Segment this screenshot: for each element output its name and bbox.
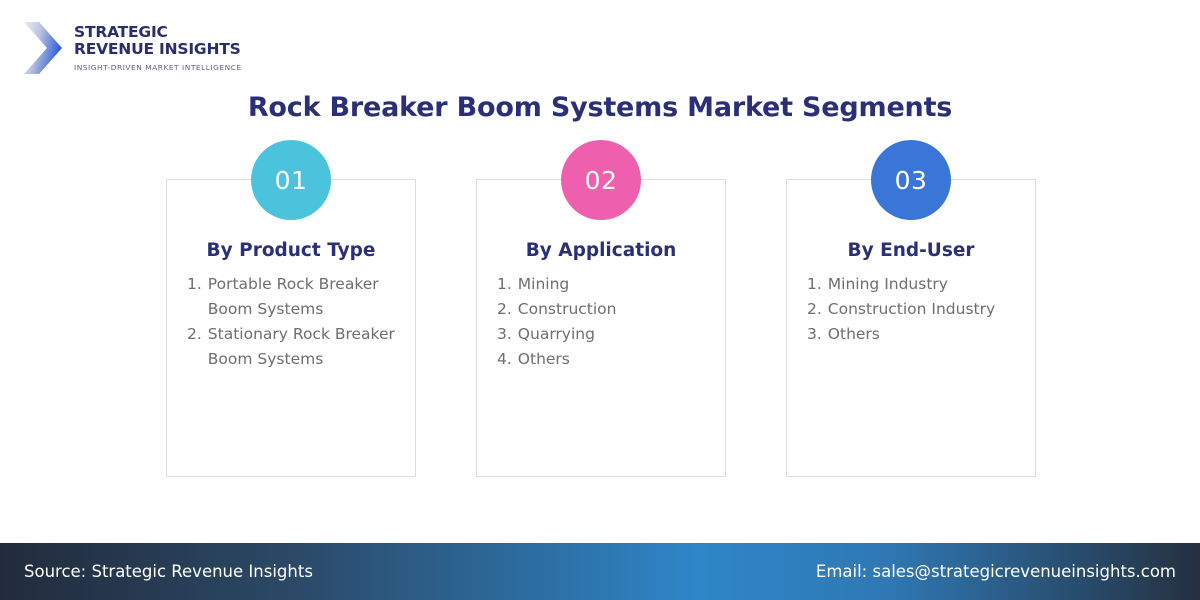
- segment-heading-1: By Product Type: [206, 240, 376, 261]
- list-item-label: Quarrying: [517, 325, 595, 343]
- segment-badge-2: 02: [561, 140, 641, 220]
- list-item-label: Others: [827, 325, 880, 343]
- list-item-label: Stationary Rock Breaker Boom Systems: [207, 325, 395, 368]
- list-item-label: Portable Rock Breaker Boom Systems: [207, 275, 379, 318]
- list-item-number: 1.: [807, 275, 822, 293]
- list-item-number: 3.: [497, 325, 512, 343]
- segment-cards: 01 By Product Type 1. Portable Rock Brea…: [166, 140, 1036, 477]
- list-item-number: 2.: [187, 325, 202, 343]
- footer-bar: Source: Strategic Revenue Insights Email…: [0, 543, 1200, 600]
- list-item: 1. Mining: [497, 272, 713, 297]
- list-item: 2. Construction Industry: [807, 297, 1023, 322]
- footer-source: Source: Strategic Revenue Insights: [24, 562, 313, 581]
- brand-tagline: INSIGHT-DRIVEN MARKET INTELLIGENCE: [74, 63, 242, 72]
- segment-heading-2: By Application: [525, 240, 677, 261]
- list-item: 1. Mining Industry: [807, 272, 1023, 297]
- list-item-number: 2.: [497, 300, 512, 318]
- list-item-number: 4.: [497, 350, 512, 368]
- segment-number-1: 01: [274, 165, 308, 195]
- list-item-label: Mining: [517, 275, 570, 293]
- list-item-label: Others: [517, 350, 570, 368]
- list-item-number: 1.: [187, 275, 202, 293]
- segment-number-2: 02: [584, 165, 618, 195]
- brand-wordmark: STRATEGIC REVENUE INSIGHTS INSIGHT-DRIVE…: [74, 24, 242, 72]
- list-item: 1. Portable Rock Breaker Boom Systems: [187, 272, 403, 322]
- list-item-label: Construction: [517, 300, 617, 318]
- segment-card-2: 02 By Application 1. Mining 2. Construct…: [476, 140, 726, 477]
- list-item: 3. Quarrying: [497, 322, 713, 347]
- segment-card-1: 01 By Product Type 1. Portable Rock Brea…: [166, 140, 416, 477]
- segment-list-3: 1. Mining Industry 2. Construction Indus…: [807, 272, 1023, 347]
- segment-list-1: 1. Portable Rock Breaker Boom Systems 2.…: [187, 272, 403, 372]
- page-title: Rock Breaker Boom Systems Market Segment…: [247, 92, 953, 123]
- segment-list-2: 1. Mining 2. Construction 3. Quarrying 4…: [497, 272, 713, 372]
- list-item-label: Mining Industry: [827, 275, 948, 293]
- list-item: 2. Stationary Rock Breaker Boom Systems: [187, 322, 403, 372]
- brand-name-line2: REVENUE INSIGHTS: [74, 39, 241, 58]
- list-item-number: 1.: [497, 275, 512, 293]
- list-item-label: Construction Industry: [827, 300, 996, 318]
- segment-heading-3: By End-User: [847, 240, 975, 261]
- list-item: 4. Others: [497, 347, 713, 372]
- list-item: 3. Others: [807, 322, 1023, 347]
- segment-number-3: 03: [894, 165, 928, 195]
- segment-badge-3: 03: [871, 140, 951, 220]
- list-item-number: 2.: [807, 300, 822, 318]
- segment-card-3: 03 By End-User 1. Mining Industry 2. Con…: [786, 140, 1036, 477]
- list-item: 2. Construction: [497, 297, 713, 322]
- segment-badge-1: 01: [251, 140, 331, 220]
- chevron-arrow-logo-icon: [22, 20, 64, 76]
- brand-name-line1: STRATEGIC: [74, 23, 168, 41]
- brand-logo: STRATEGIC REVENUE INSIGHTS INSIGHT-DRIVE…: [22, 20, 242, 76]
- footer-email[interactable]: Email: sales@strategicrevenueinsights.co…: [815, 562, 1176, 581]
- list-item-number: 3.: [807, 325, 822, 343]
